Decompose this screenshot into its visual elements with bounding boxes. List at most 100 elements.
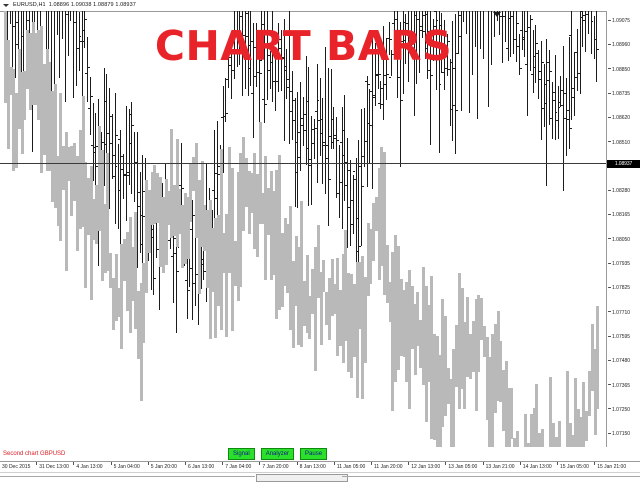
ohlc-bar xyxy=(397,11,398,99)
ohlc-close-tick xyxy=(276,80,279,82)
ohlc-bar xyxy=(250,172,254,213)
time-axis-tick: 14 Jan 13:00 xyxy=(519,462,552,471)
ohlc-bar xyxy=(441,298,445,427)
ohlc-bar xyxy=(289,11,290,144)
time-axis-tick: 30 Dec 2015 xyxy=(2,464,31,470)
ohlc-close-tick xyxy=(516,22,519,24)
ohlc-bar xyxy=(261,192,265,224)
ohlc-open-tick xyxy=(450,61,453,63)
ohlc-bar xyxy=(516,431,519,460)
ohlc-bar xyxy=(211,227,215,292)
scrollbar-track-right[interactable] xyxy=(342,476,640,477)
ohlc-bar xyxy=(78,129,82,230)
time-axis[interactable]: 30 Dec 2015 31 Dec 13:00 4 Jan 13:00 5 Jan … xyxy=(0,461,640,472)
ohlc-close-tick xyxy=(201,264,204,266)
ohlc-bar xyxy=(463,321,467,410)
triangle-down-icon[interactable] xyxy=(3,4,9,7)
ohlc-close-tick xyxy=(137,205,140,207)
ohlc-bar xyxy=(167,205,169,251)
ohlc-open-tick xyxy=(115,166,118,168)
ohlc-bar xyxy=(579,416,583,460)
ohlc-open-tick xyxy=(13,26,16,28)
ohlc-bar xyxy=(228,147,232,273)
ohlc-bar xyxy=(109,87,111,209)
ohlc-bar xyxy=(242,11,243,97)
ohlc-bar xyxy=(327,67,329,227)
ohlc-bar xyxy=(87,37,88,103)
ohlc-bar xyxy=(380,146,384,267)
ohlc-bar xyxy=(186,250,188,320)
ohlc-close-tick xyxy=(215,172,218,174)
ohlc-bar xyxy=(181,143,183,244)
chart-anchor-marker-icon[interactable] xyxy=(493,12,501,17)
ohlc-bar xyxy=(217,214,221,307)
ohlc-open-tick xyxy=(500,16,503,18)
ohlc-bar xyxy=(255,173,259,258)
ohlc-close-tick xyxy=(597,48,600,50)
ohlc-open-tick xyxy=(433,11,436,12)
ohlc-open-tick xyxy=(215,197,218,199)
signal-button[interactable]: Signal xyxy=(228,448,255,460)
ohlc-bar xyxy=(294,98,296,208)
ohlc-close-tick xyxy=(90,96,93,98)
ohlc-open-tick xyxy=(248,44,251,46)
time-axis-tick: 5 Jan 20:00 xyxy=(147,462,177,471)
ohlc-open-tick xyxy=(591,21,594,23)
pause-button[interactable]: Pause xyxy=(300,448,328,460)
ohlc-bar xyxy=(582,11,584,48)
ohlc-open-tick xyxy=(594,39,597,41)
ohlc-bar xyxy=(513,11,515,55)
ohlc-bar xyxy=(463,11,465,22)
analyzer-button[interactable]: Analyzer xyxy=(260,448,295,460)
ohlc-open-tick xyxy=(256,72,259,74)
ohlc-bar xyxy=(233,240,237,286)
ohlc-bar xyxy=(156,172,160,223)
ohlc-open-tick xyxy=(151,237,154,239)
ohlc-open-tick xyxy=(240,15,242,17)
ohlc-close-tick xyxy=(295,171,298,173)
ohlc-close-tick xyxy=(583,19,586,21)
ohlc-bar xyxy=(557,420,561,460)
ohlc-bar xyxy=(380,81,382,109)
ohlc-close-tick xyxy=(204,270,207,272)
ohlc-bar xyxy=(466,11,468,34)
ohlc-bar xyxy=(9,66,13,96)
ohlc-bar xyxy=(12,69,16,172)
chart-plot-area[interactable]: CHART BARS xyxy=(0,11,607,460)
ohlc-bar xyxy=(385,245,389,303)
price-axis[interactable]: 1.09075 1.08960 1.08850 1.08735 1.08620 1.085… xyxy=(607,11,640,460)
ohlc-open-tick xyxy=(345,185,348,187)
ohlc-close-tick xyxy=(403,21,406,23)
ohlc-bar xyxy=(84,161,88,289)
ohlc-bar xyxy=(283,218,287,287)
ohlc-open-tick xyxy=(538,71,541,72)
ohlc-open-tick xyxy=(419,30,422,32)
time-axis-tick: 7 Jan 20:00 xyxy=(259,462,289,471)
ohlc-bar xyxy=(322,97,324,185)
ohlc-bar xyxy=(480,297,483,341)
ohlc-open-tick xyxy=(300,118,303,119)
ohlc-bar xyxy=(62,146,66,190)
time-axis-tick: 13 Jan 21:00 xyxy=(482,462,515,471)
ohlc-bar xyxy=(145,180,149,294)
ohlc-close-tick xyxy=(378,73,381,75)
ohlc-open-tick xyxy=(306,147,309,149)
ohlc-bar xyxy=(507,387,511,460)
scrollbar-thumb[interactable] xyxy=(256,474,348,482)
current-price-badge: 1.08937 xyxy=(607,160,640,168)
ohlc-bar xyxy=(540,40,542,140)
scrollbar-track-left[interactable] xyxy=(0,476,255,477)
price-axis-tick: 1.07710 xyxy=(607,309,640,317)
ohlc-bar xyxy=(441,13,443,74)
ohlc-bar xyxy=(491,334,495,455)
ohlc-bar xyxy=(192,200,194,321)
ohlc-open-tick xyxy=(347,207,350,209)
ohlc-open-tick xyxy=(101,141,104,143)
ohlc-open-tick xyxy=(342,154,345,156)
ohlc-close-tick xyxy=(414,14,417,16)
ohlc-open-tick xyxy=(508,17,511,19)
ohlc-bar xyxy=(355,157,357,274)
ohlc-bar xyxy=(427,305,431,382)
ohlc-bar xyxy=(455,13,457,154)
ohlc-bar xyxy=(449,58,451,126)
